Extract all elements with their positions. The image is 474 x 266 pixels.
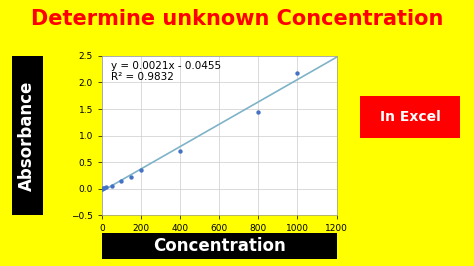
Point [293, 71, 301, 75]
Point [255, 110, 262, 114]
Point [137, 168, 145, 172]
Point [108, 184, 116, 188]
Point [102, 185, 109, 189]
Text: In Excel: In Excel [380, 110, 440, 124]
Point [100, 186, 108, 190]
Text: Determine unknown Concentration: Determine unknown Concentration [31, 9, 443, 29]
Point [99, 186, 107, 190]
Point [176, 148, 184, 153]
Point [128, 175, 135, 179]
Point [98, 187, 106, 191]
Text: Concentration: Concentration [153, 237, 286, 255]
Text: y = 0.0021x - 0.0455
R² = 0.9832: y = 0.0021x - 0.0455 R² = 0.9832 [111, 61, 221, 82]
Text: Absorbance: Absorbance [18, 81, 36, 191]
Point [118, 179, 125, 184]
